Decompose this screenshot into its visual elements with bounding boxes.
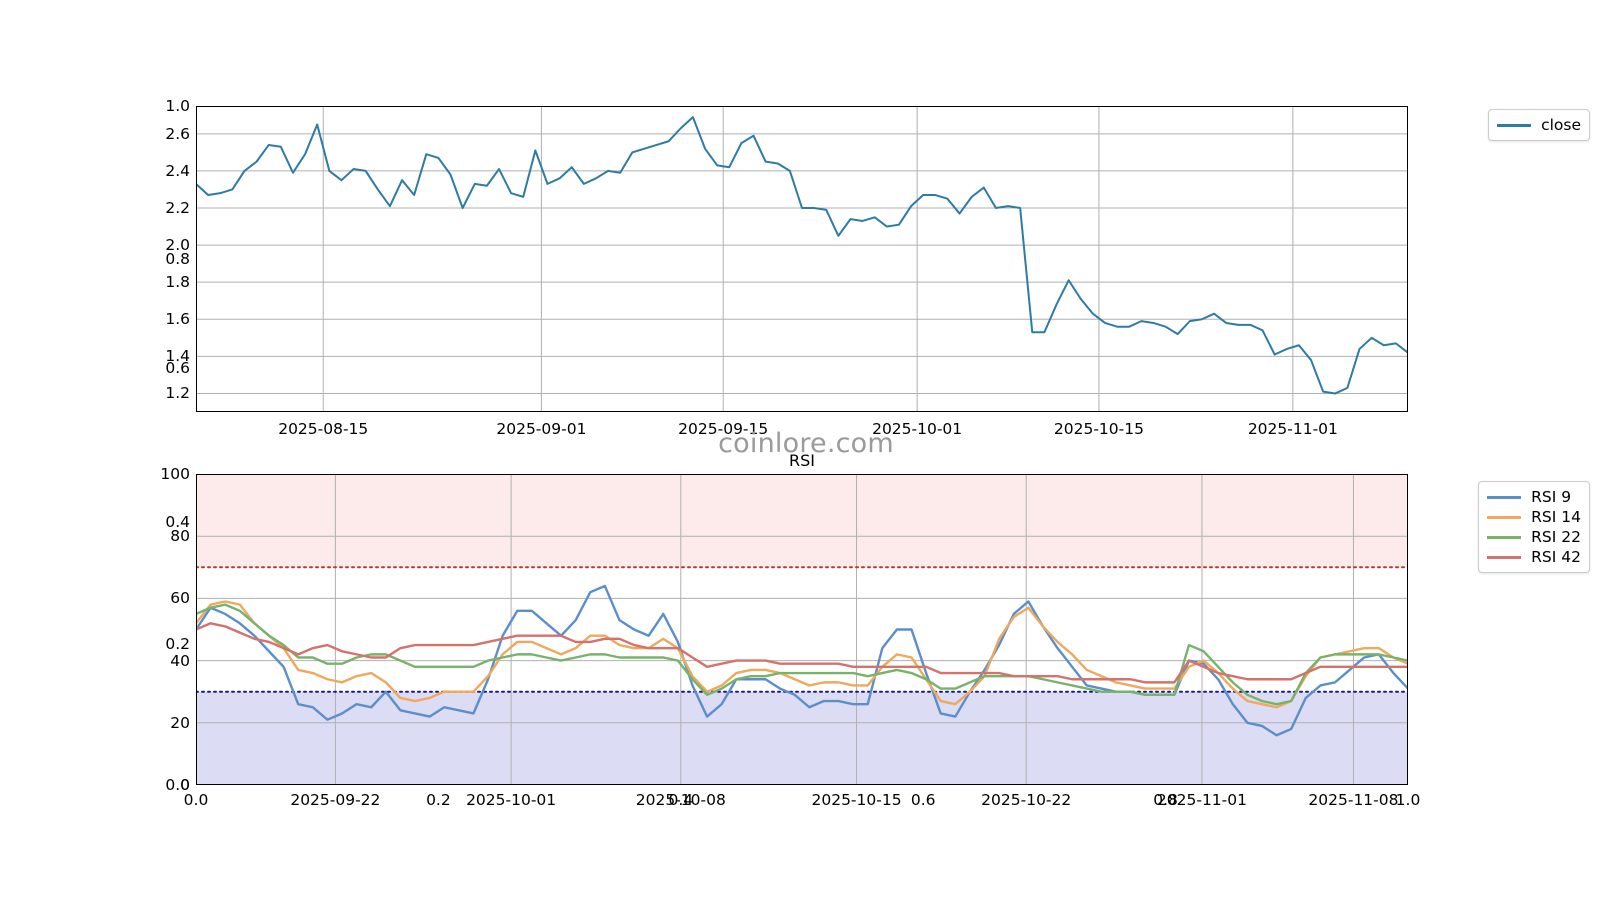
price-y-axis-ticks: 2.6 2.4 2.2 2.0 1.8 1.6 1.4 1.2: [146, 106, 190, 412]
rsi-y-tick-label-overlay: 0.2: [165, 634, 190, 653]
price-y-tick-label-overlay: 0.6: [165, 358, 190, 377]
price-y-tick-label: 1.6: [165, 310, 190, 329]
rsi-y-tick-label: 20: [170, 713, 190, 732]
rsi-x-axis-ticks-overlay: 0.0 0.2 0.4 0.6 0.8 1.0: [0, 791, 1600, 813]
price-legend: close: [1488, 109, 1590, 141]
rsi-panel-title: RSI: [789, 451, 815, 470]
rsi-x-tick-label: 2025-10-15: [811, 791, 902, 809]
price-y-tick-label: 2.2: [165, 199, 190, 217]
rsi-x-tick-label-overlay: 0.2: [426, 791, 451, 809]
price-y-tick-label-overlay: 0.8: [165, 250, 190, 268]
rsi-x-tick-label: 2025-10-01: [466, 791, 557, 809]
price-x-tick-label: 2025-09-15: [678, 420, 769, 438]
rsi-y-tick-label: 80: [170, 527, 190, 546]
rsi-y-tick-label-overlay: 0.0: [165, 776, 190, 794]
price-x-tick-label: 2025-08-15: [278, 420, 369, 438]
rsi-series-line: [196, 622, 1408, 684]
price-y-axis-ticks-overlay: 1.0 0.8 0.6: [146, 97, 190, 412]
rsi-x-tick-label: 2025-10-22: [981, 791, 1072, 809]
price-y-tick-label: 2.0: [165, 236, 190, 255]
price-y-tick-label: 1.4: [165, 347, 190, 366]
rsi-y-tick-label: 0: [180, 776, 190, 794]
rsi-y-tick-label: 100: [160, 465, 190, 483]
rsi-legend: RSI 9 RSI 14 RSI 22 RSI 42: [1478, 481, 1590, 573]
legend-label: RSI 14: [1531, 508, 1581, 526]
legend-label: RSI 22: [1531, 528, 1581, 546]
rsi-x-tick-label-overlay: 0.6: [910, 791, 936, 809]
price-y-tick-label: 1.2: [165, 384, 190, 403]
legend-entry-rsi-42: RSI 42: [1487, 547, 1581, 567]
price-plot-frame: [196, 106, 1408, 412]
price-y-tick-label: 2.4: [165, 161, 190, 180]
legend-swatch-icon: [1487, 535, 1522, 539]
rsi-x-axis-ticks: 2025-09-22 2025-10-01 2025-10-08 2025-10-15…: [0, 791, 1600, 813]
legend-entry-rsi-9: RSI 9: [1487, 487, 1581, 507]
price-x-tick-label: 2025-09-01: [496, 420, 587, 438]
price-chart-panel: [196, 106, 1408, 412]
rsi-x-tick-label: 2025-11-01: [1156, 791, 1247, 809]
rsi-x-tick-label-overlay: 0.8: [1153, 791, 1178, 809]
rsi-y-axis-ticks-overlay: 0.4 0.2 0.0: [146, 474, 190, 794]
legend-swatch-icon: [1497, 123, 1532, 127]
legend-entry-rsi-14: RSI 14: [1487, 507, 1581, 527]
rsi-y-tick-label: 40: [170, 651, 190, 670]
legend-entry-close: close: [1497, 115, 1581, 135]
overbought-band: [196, 474, 1408, 568]
rsi-series-line: [196, 584, 1408, 737]
rsi-y-axis-ticks: 100 80 60 40 20 0: [146, 465, 190, 794]
price-y-tick-label: 2.6: [165, 124, 190, 143]
price-y-tick-label-overlay: 1.0: [165, 97, 190, 115]
legend-swatch-icon: [1487, 515, 1522, 519]
price-x-tick-label: 2025-11-01: [1247, 420, 1338, 438]
rsi-x-tick-label-overlay: 1.0: [1395, 791, 1421, 809]
price-x-axis-ticks: 2025-08-15 2025-09-01 2025-09-15 2025-10-01…: [0, 420, 1600, 442]
rsi-y-tick-label-overlay: 0.4: [165, 513, 190, 532]
legend-swatch-icon: [1487, 495, 1522, 499]
rsi-x-tick-label-overlay: 0.4: [668, 791, 694, 809]
rsi-chart-panel: [196, 474, 1408, 785]
rsi-x-tick-label: 2025-11-08: [1308, 791, 1399, 809]
rsi-series-line: [196, 603, 1408, 706]
rsi-y-tick-label: 60: [170, 589, 190, 608]
legend-label: RSI 9: [1531, 488, 1572, 506]
rsi-x-tick-label: 2025-10-08: [635, 791, 726, 809]
legend-label: RSI 42: [1531, 548, 1581, 566]
legend-swatch-icon: [1487, 555, 1522, 559]
rsi-plot-frame: [196, 474, 1408, 785]
price-y-tick-label: 1.8: [165, 273, 190, 292]
legend-label: close: [1541, 116, 1581, 134]
rsi-plot-area: [196, 474, 1408, 785]
rsi-series-line: [196, 600, 1408, 709]
close-price-line: [196, 116, 1408, 395]
rsi-x-tick-label: 2025-09-22: [290, 791, 381, 809]
rsi-x-tick-label-overlay: 0.0: [183, 791, 209, 809]
price-x-tick-label: 2025-10-15: [1053, 420, 1144, 438]
watermark: coinlore.com: [718, 428, 894, 459]
legend-entry-rsi-22: RSI 22: [1487, 527, 1581, 547]
price-x-tick-label: 2025-10-01: [872, 420, 963, 438]
price-plot-area: [196, 106, 1408, 412]
